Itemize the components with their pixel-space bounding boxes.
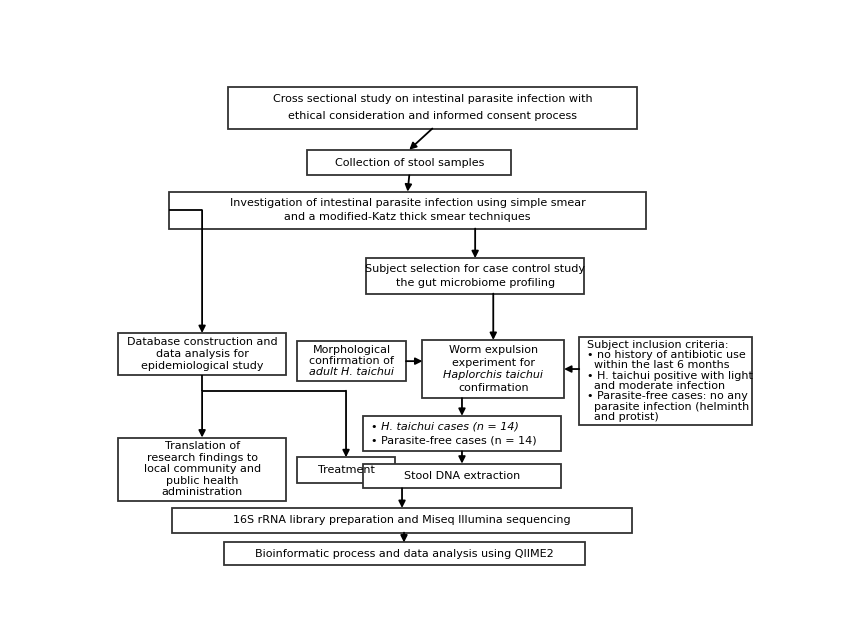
FancyBboxPatch shape <box>224 543 585 564</box>
Text: • Parasite-free cases (n = 14): • Parasite-free cases (n = 14) <box>371 436 536 445</box>
Text: confirmation: confirmation <box>458 383 529 394</box>
FancyBboxPatch shape <box>422 340 564 398</box>
Text: local community and: local community and <box>144 464 261 474</box>
Text: the gut microbiome profiling: the gut microbiome profiling <box>395 278 555 288</box>
Text: Morphological: Morphological <box>313 345 391 355</box>
FancyBboxPatch shape <box>366 258 584 294</box>
Text: Collection of stool samples: Collection of stool samples <box>335 157 484 168</box>
Text: • Parasite-free cases: no any: • Parasite-free cases: no any <box>587 391 748 401</box>
FancyBboxPatch shape <box>118 438 286 500</box>
Text: Haplorchis taichui: Haplorchis taichui <box>443 371 543 381</box>
Text: and a modified-Katz thick smear techniques: and a modified-Katz thick smear techniqu… <box>285 212 531 223</box>
Text: Subject inclusion criteria:: Subject inclusion criteria: <box>587 340 728 349</box>
Text: Bioinformatic process and data analysis using QIIME2: Bioinformatic process and data analysis … <box>255 548 553 559</box>
Text: and protist): and protist) <box>587 412 659 422</box>
Text: Translation of: Translation of <box>165 441 240 451</box>
Text: and moderate infection: and moderate infection <box>587 381 725 391</box>
Text: public health: public health <box>166 476 238 486</box>
FancyBboxPatch shape <box>228 86 637 129</box>
Text: Database construction and: Database construction and <box>127 337 277 347</box>
FancyBboxPatch shape <box>363 463 561 488</box>
Text: • H. taichui positive with light: • H. taichui positive with light <box>587 371 753 381</box>
FancyBboxPatch shape <box>169 191 646 228</box>
Text: Worm expulsion: Worm expulsion <box>449 345 538 355</box>
Text: data analysis for: data analysis for <box>156 349 248 359</box>
Text: Treatment: Treatment <box>318 465 375 476</box>
Text: experiment for: experiment for <box>451 358 535 367</box>
Text: research findings to: research findings to <box>146 452 258 463</box>
FancyBboxPatch shape <box>579 337 751 425</box>
FancyBboxPatch shape <box>172 508 632 532</box>
Text: 16S rRNA library preparation and Miseq Illumina sequencing: 16S rRNA library preparation and Miseq I… <box>233 515 571 525</box>
Text: Cross sectional study on intestinal parasite infection with: Cross sectional study on intestinal para… <box>273 94 592 104</box>
Text: adult H. taichui: adult H. taichui <box>309 367 394 378</box>
Text: confirmation of: confirmation of <box>309 356 394 366</box>
Text: parasite infection (helminth: parasite infection (helminth <box>587 402 750 412</box>
Text: within the last 6 months: within the last 6 months <box>587 360 729 371</box>
FancyBboxPatch shape <box>118 333 286 375</box>
Text: Subject selection for case control study: Subject selection for case control study <box>366 264 585 274</box>
FancyBboxPatch shape <box>363 416 561 451</box>
Text: • H. taichui cases (n = 14): • H. taichui cases (n = 14) <box>371 422 519 431</box>
Text: Investigation of intestinal parasite infection using simple smear: Investigation of intestinal parasite inf… <box>230 198 586 208</box>
Text: ethical consideration and informed consent process: ethical consideration and informed conse… <box>288 111 577 121</box>
Text: • no history of antibiotic use: • no history of antibiotic use <box>587 350 746 360</box>
FancyBboxPatch shape <box>307 150 512 175</box>
Text: Stool DNA extraction: Stool DNA extraction <box>404 471 520 481</box>
FancyBboxPatch shape <box>298 457 394 483</box>
Text: epidemiological study: epidemiological study <box>141 361 264 371</box>
Text: administration: administration <box>162 487 243 497</box>
FancyBboxPatch shape <box>298 341 406 381</box>
